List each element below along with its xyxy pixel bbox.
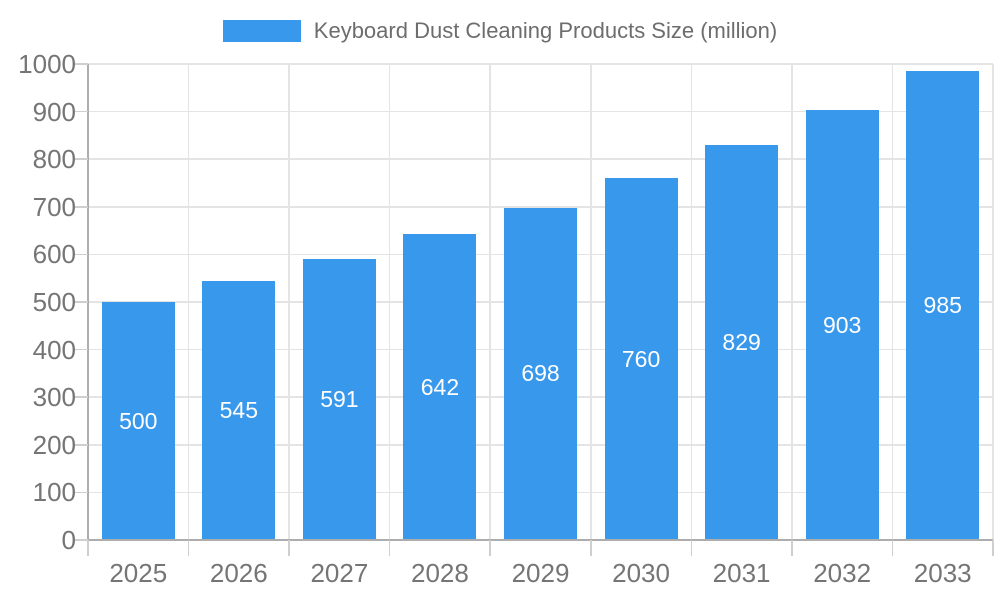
gridline-vertical — [891, 64, 894, 540]
gridline-vertical — [187, 64, 190, 540]
y-axis-label: 200 — [32, 429, 76, 460]
x-axis-tick — [590, 540, 592, 556]
bar: 500 — [101, 302, 175, 540]
y-axis-tick — [74, 253, 88, 256]
bar: 985 — [906, 71, 980, 540]
gridline-vertical — [388, 64, 391, 540]
bar-value-label: 985 — [923, 292, 962, 319]
y-axis-tick — [74, 396, 88, 398]
bar: 545 — [202, 280, 276, 540]
gridline-horizontal — [88, 206, 993, 208]
gridline-vertical — [590, 64, 592, 540]
bar: 903 — [805, 110, 879, 540]
y-axis-label: 0 — [61, 525, 76, 555]
y-axis-label: 800 — [32, 144, 76, 175]
chart-title: Keyboard Dust Cleaning Products Size (mi… — [313, 18, 778, 43]
gridline-horizontal — [88, 63, 993, 65]
bar-value-label: 760 — [621, 345, 661, 372]
y-axis-label: 1000 — [18, 49, 76, 79]
y-axis-tick — [74, 206, 88, 208]
gridline-vertical — [690, 64, 693, 540]
x-axis-label: 2028 — [411, 558, 469, 588]
x-axis-tick — [87, 540, 89, 556]
x-axis-label: 2026 — [209, 558, 268, 588]
x-axis-label: 2027 — [310, 558, 369, 588]
bar: 642 — [403, 234, 477, 540]
bar-value-label: 698 — [521, 360, 560, 387]
bar: 760 — [604, 178, 678, 540]
y-axis-label: 700 — [32, 191, 76, 222]
bar-value-label: 903 — [822, 311, 862, 338]
plot-area: 500 545 591 642 698 760 829 903 985 — [88, 63, 994, 540]
bar-value-label: 642 — [420, 373, 460, 400]
y-axis-label: 900 — [32, 96, 76, 127]
x-axis-tick — [690, 540, 693, 556]
x-axis-label: 2033 — [913, 558, 972, 588]
x-axis-label: 2032 — [813, 558, 872, 588]
y-axis-label: 600 — [32, 239, 76, 270]
x-axis-tick — [891, 540, 894, 556]
y-axis-tick — [74, 444, 88, 446]
y-axis-line — [87, 64, 89, 556]
x-axis-label: 2029 — [511, 558, 570, 588]
y-axis-label: 500 — [32, 287, 76, 317]
x-axis-tick — [489, 540, 491, 556]
gridline-vertical — [992, 64, 994, 540]
legend-swatch — [222, 20, 301, 42]
gridline-horizontal — [88, 158, 993, 160]
bar-value-label: 829 — [722, 329, 761, 356]
bar-value-label: 545 — [219, 396, 259, 423]
y-axis-tick — [74, 539, 88, 541]
y-axis-tick — [74, 158, 88, 160]
gridline-vertical — [791, 64, 793, 540]
x-axis-line — [88, 539, 993, 541]
y-axis-tick — [74, 63, 88, 65]
bar: 829 — [705, 145, 779, 540]
y-axis-tick — [74, 301, 88, 303]
x-axis-tick — [992, 540, 994, 556]
y-axis-tick — [74, 110, 88, 113]
gridline-horizontal — [88, 110, 993, 113]
y-axis-label: 400 — [32, 334, 76, 365]
y-axis-label: 300 — [32, 382, 76, 413]
x-axis-tick — [288, 540, 290, 556]
bar-value-label: 591 — [320, 385, 359, 412]
legend: Keyboard Dust Cleaning Products Size (mi… — [0, 17, 1000, 45]
y-axis-label: 100 — [32, 477, 76, 508]
y-axis-tick — [74, 491, 88, 494]
bar-value-label: 500 — [119, 407, 158, 434]
bar: 591 — [302, 258, 376, 540]
gridline-vertical — [489, 64, 491, 540]
x-axis-tick — [791, 540, 793, 556]
x-axis-tick — [187, 540, 190, 556]
y-axis-tick — [74, 348, 88, 351]
gridline-vertical — [288, 64, 290, 540]
bar: 698 — [504, 207, 577, 540]
x-axis-tick — [388, 540, 391, 556]
x-axis-label: 2031 — [712, 558, 771, 588]
x-axis-label: 2030 — [612, 558, 670, 588]
x-axis-label: 2025 — [109, 558, 168, 588]
